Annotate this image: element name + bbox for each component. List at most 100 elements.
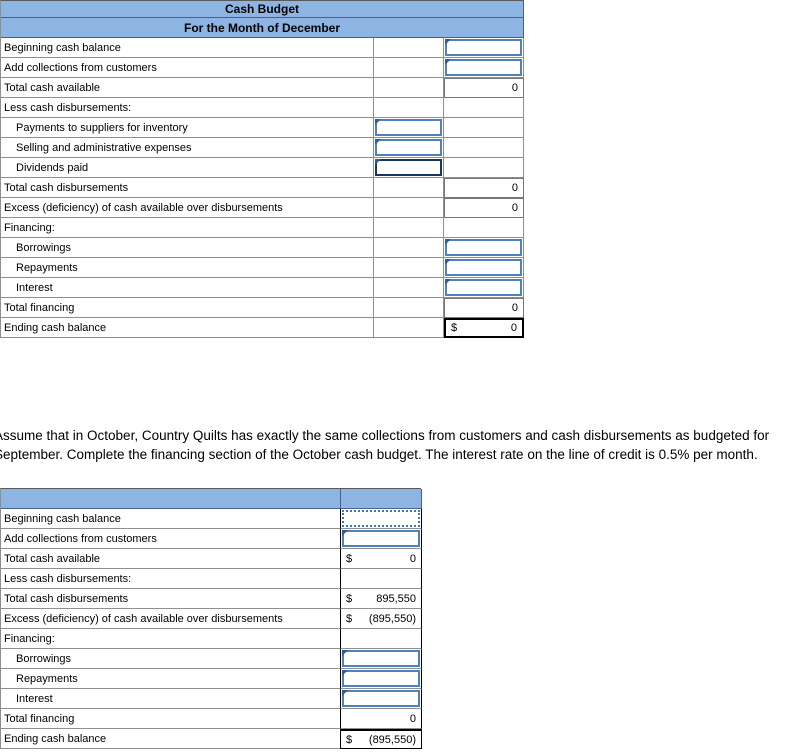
answer-input-box[interactable] bbox=[445, 279, 522, 296]
budget-row: Interest bbox=[1, 278, 524, 298]
empty-cell bbox=[374, 178, 444, 198]
value-wrap: $ (895,550) bbox=[341, 609, 421, 628]
row-label: Excess (deficiency) of cash available ov… bbox=[1, 609, 341, 629]
computed-value-cell: 0 bbox=[444, 298, 524, 318]
input-cell bbox=[340, 669, 422, 689]
row-label: Ending cash balance bbox=[1, 729, 341, 749]
budget-row: Less cash disbursements: bbox=[1, 569, 422, 589]
answer-input-box[interactable] bbox=[375, 159, 442, 176]
header-label-cell bbox=[1, 489, 341, 509]
row-label: Repayments bbox=[1, 669, 341, 689]
answer-input-box[interactable] bbox=[342, 530, 420, 547]
cell-value: 0 bbox=[511, 182, 518, 194]
empty-cell bbox=[444, 218, 524, 238]
row-label: Borrowings bbox=[1, 238, 374, 258]
computed-value-cell: 0 bbox=[444, 78, 524, 98]
row-label: Selling and administrative expenses bbox=[1, 138, 374, 158]
answer-input-box[interactable] bbox=[445, 239, 522, 256]
budget-row: Beginning cash balance bbox=[1, 509, 422, 529]
value-wrap: $0 bbox=[341, 549, 421, 568]
currency-symbol: $ bbox=[451, 322, 458, 334]
row-label: Total financing bbox=[1, 298, 374, 318]
input-cell bbox=[444, 38, 524, 58]
cell-value: (895,550) bbox=[368, 733, 416, 746]
budget-row: Selling and administrative expenses bbox=[1, 138, 524, 158]
row-label: Repayments bbox=[1, 258, 374, 278]
budget-row: Ending cash balance $0 bbox=[1, 318, 524, 338]
empty-cell bbox=[374, 238, 444, 258]
answer-input-box[interactable] bbox=[375, 119, 442, 136]
value-wrap: $0 bbox=[446, 320, 522, 336]
computed-value-cell: 0 bbox=[340, 709, 422, 729]
budget-row: Borrowings bbox=[1, 238, 524, 258]
input-cell bbox=[444, 58, 524, 78]
row-label: Ending cash balance bbox=[1, 318, 374, 338]
computed-value-cell: 0 bbox=[444, 178, 524, 198]
input-cell bbox=[340, 509, 422, 529]
input-cell bbox=[340, 649, 422, 669]
answer-input-box[interactable] bbox=[375, 139, 442, 156]
empty-cell bbox=[374, 38, 444, 58]
header-value-cell bbox=[341, 489, 422, 509]
input-cell bbox=[374, 118, 444, 138]
budget-row: Less cash disbursements: bbox=[1, 98, 524, 118]
empty-cell bbox=[340, 569, 422, 589]
row-label: Beginning cash balance bbox=[1, 509, 341, 529]
currency-symbol: $ bbox=[346, 612, 353, 625]
empty-cell bbox=[374, 58, 444, 78]
row-label: Interest bbox=[1, 278, 374, 298]
empty-cell bbox=[374, 298, 444, 318]
budget-row: Total cash disbursements $895,550 bbox=[1, 589, 422, 609]
budget-row: Total cash available $0 bbox=[1, 549, 422, 569]
empty-cell bbox=[374, 198, 444, 218]
cell-value: 0 bbox=[510, 322, 517, 334]
row-label: Add collections from customers bbox=[1, 58, 374, 78]
cell-value: 0 bbox=[409, 712, 416, 725]
row-label: Less cash disbursements: bbox=[1, 98, 374, 118]
cell-value: (895,550) bbox=[368, 612, 416, 625]
input-cell bbox=[444, 258, 524, 278]
budget-row: Repayments bbox=[1, 258, 524, 278]
answer-input-box[interactable] bbox=[342, 670, 420, 687]
answer-input-box[interactable] bbox=[445, 259, 522, 276]
cell-value: 0 bbox=[511, 82, 518, 94]
cell-value: 0 bbox=[409, 552, 416, 565]
row-label: Dividends paid bbox=[1, 158, 374, 178]
value-wrap: $895,550 bbox=[341, 589, 421, 608]
cell-value: 895,550 bbox=[376, 592, 416, 605]
input-cell bbox=[374, 158, 444, 178]
row-label: Beginning cash balance bbox=[1, 38, 374, 58]
row-label: Total cash available bbox=[1, 78, 374, 98]
row-label: Financing: bbox=[1, 629, 341, 649]
row-label: Less cash disbursements: bbox=[1, 569, 341, 589]
currency-symbol: $ bbox=[346, 592, 353, 605]
answer-input-box[interactable] bbox=[342, 690, 420, 707]
budget-row: Financing: bbox=[1, 629, 422, 649]
row-label: Excess (deficiency) of cash available ov… bbox=[1, 198, 374, 218]
budget-row: Ending cash balance $ (895,550) bbox=[1, 729, 422, 749]
budget-row: Total financing 0 bbox=[1, 709, 422, 729]
empty-cell bbox=[340, 629, 422, 649]
input-cell bbox=[374, 138, 444, 158]
answer-input-box[interactable] bbox=[445, 59, 522, 76]
october-budget-table: Beginning cash balance Add collections fr… bbox=[0, 488, 422, 749]
row-label: Total cash disbursements bbox=[1, 178, 374, 198]
cell-value: 0 bbox=[511, 302, 518, 314]
total-value-cell: $0 bbox=[444, 318, 524, 338]
budget-row: Total cash available 0 bbox=[1, 78, 524, 98]
value-wrap: 0 bbox=[445, 199, 523, 217]
value-wrap: 0 bbox=[341, 709, 421, 728]
computed-value-cell: $ (895,550) bbox=[340, 609, 422, 629]
value-wrap: 0 bbox=[445, 179, 523, 197]
empty-cell bbox=[374, 278, 444, 298]
empty-cell bbox=[444, 118, 524, 138]
answer-input-box[interactable] bbox=[342, 650, 420, 667]
total-value-cell: $ (895,550) bbox=[340, 729, 422, 749]
answer-input-box[interactable] bbox=[445, 39, 522, 56]
empty-cell bbox=[444, 98, 524, 118]
selected-input-box[interactable] bbox=[342, 510, 420, 527]
empty-cell bbox=[374, 98, 444, 118]
value-wrap: $ (895,550) bbox=[341, 731, 421, 748]
instruction-line-1: Assume that in October, Country Quilts h… bbox=[0, 428, 770, 443]
